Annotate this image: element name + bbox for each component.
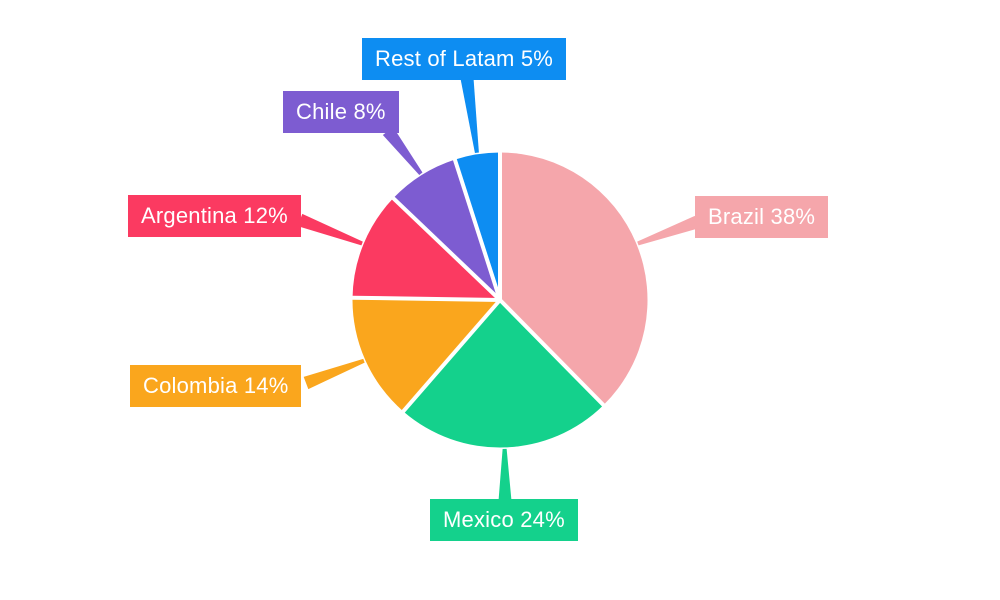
- leader-line-brazil: [637, 215, 700, 246]
- slice-separator: [452, 158, 502, 301]
- leader-line-chile: [382, 127, 423, 175]
- callout-label-chile: Chile 8%: [283, 91, 399, 133]
- callout-label-mexico: Mexico 24%: [430, 499, 578, 541]
- callout-label-argentina: Argentina 12%: [128, 195, 301, 237]
- slice-separator: [401, 298, 502, 414]
- leader-line-colombia: [303, 358, 365, 390]
- pie-slice-colombia: [352, 297, 500, 412]
- leader-line-rest-of-latam: [460, 77, 479, 154]
- pie-slice-argentina: [352, 198, 500, 300]
- pie-slice-brazil: [500, 152, 648, 406]
- pie-slice-chile: [393, 159, 500, 300]
- callout-label-colombia: Colombia 14%: [130, 365, 302, 407]
- slice-separator: [498, 298, 606, 408]
- leader-line-mexico: [498, 448, 512, 502]
- callout-label-rest-of-latam: Rest of Latam 5%: [362, 38, 567, 80]
- pie-slice-mexico: [403, 300, 604, 448]
- leader-line-argentina: [297, 213, 363, 246]
- slice-separator: [391, 196, 502, 302]
- slice-separator: [351, 295, 501, 302]
- callout-label-brazil: Brazil 38%: [695, 196, 829, 238]
